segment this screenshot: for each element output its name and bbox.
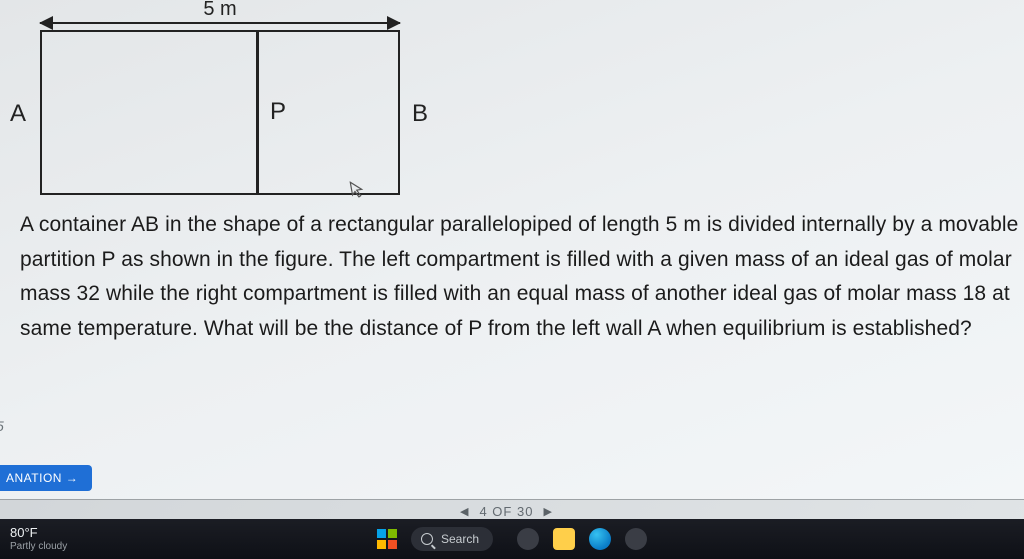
start-button[interactable]: [377, 529, 397, 549]
taskbar-pinned-apps: [517, 528, 647, 550]
search-icon: [421, 533, 433, 545]
weather-temp: 80°F: [10, 526, 67, 540]
pager-next-icon[interactable]: ▶: [543, 505, 552, 518]
screen-root: 5 m A P B A container AB in the shape of…: [0, 0, 1024, 559]
weather-desc: Partly cloudy: [10, 541, 67, 552]
box-row: A P B: [20, 30, 440, 200]
pager-prev-icon[interactable]: ◀: [460, 505, 469, 518]
taskview-icon[interactable]: [517, 528, 539, 550]
pager-label: 4 OF 30: [479, 504, 533, 519]
dimension-row: 5 m: [40, 0, 400, 30]
label-p: P: [270, 98, 286, 126]
label-b: B: [412, 100, 428, 128]
question-text: A container AB in the shape of a rectang…: [20, 208, 1022, 347]
label-a: A: [10, 100, 26, 128]
dimension-label: 5 m: [203, 0, 236, 21]
partition-line: [256, 30, 259, 195]
pager: ◀ 4 OF 30 ▶: [460, 504, 553, 519]
container-diagram: 5 m A P B: [20, 0, 440, 200]
dimension-arrow: [40, 22, 400, 24]
search-placeholder: Search: [441, 532, 479, 546]
windows-taskbar[interactable]: 80°F Partly cloudy Search: [0, 519, 1024, 559]
margin-note: 5: [0, 418, 4, 434]
taskbar-center: Search: [377, 527, 647, 551]
app-icon[interactable]: [625, 528, 647, 550]
container-rectangle: [40, 30, 400, 195]
worksheet-page: 5 m A P B A container AB in the shape of…: [0, 0, 1024, 500]
weather-widget[interactable]: 80°F Partly cloudy: [10, 526, 67, 551]
taskbar-search[interactable]: Search: [411, 527, 493, 551]
file-explorer-icon[interactable]: [553, 528, 575, 550]
edge-icon[interactable]: [589, 528, 611, 550]
explanation-button[interactable]: ANATION →: [0, 465, 92, 491]
